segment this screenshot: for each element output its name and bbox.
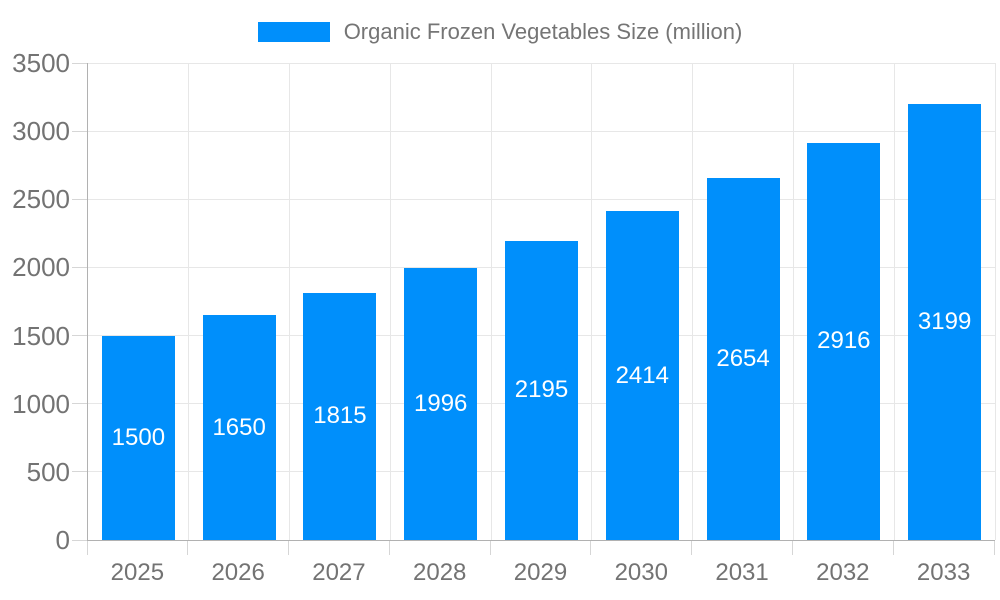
y-axis-label: 0 — [55, 525, 70, 555]
x-axis-tick — [388, 541, 390, 555]
y-axis-label: 2500 — [12, 184, 70, 215]
bar — [505, 240, 578, 540]
x-gridline — [188, 63, 190, 540]
bar-value-label: 1500 — [111, 423, 166, 451]
y-axis-label: 1500 — [12, 320, 70, 351]
x-axis-tick — [691, 541, 693, 555]
x-gridline — [692, 63, 694, 540]
y-axis-tick — [72, 403, 87, 405]
y-axis-label: 500 — [26, 456, 70, 487]
plot-area: 1500 1650 1815 1996 2195 2414 2654 2916 3199 — [87, 62, 996, 541]
x-gridline — [994, 63, 996, 540]
x-gridline — [591, 63, 593, 540]
bar-value-label: 2916 — [817, 327, 871, 355]
y-gridline — [88, 130, 995, 132]
x-axis-label: 2033 — [916, 559, 971, 586]
bar — [807, 142, 881, 540]
x-axis-tick — [187, 541, 189, 555]
x-axis-tick — [489, 541, 491, 555]
bar — [404, 267, 478, 540]
bar — [908, 104, 982, 540]
bar-value-label: 1996 — [414, 389, 468, 417]
chart-legend[interactable]: Organic Frozen Vegetables Size (million) — [0, 18, 1000, 46]
x-axis-label: 2025 — [110, 559, 165, 586]
bar — [605, 211, 679, 540]
y-axis-label: 1000 — [12, 388, 70, 419]
bar-value-label: 1650 — [212, 413, 266, 441]
y-axis-tick — [72, 130, 87, 132]
bar-value-label: 2414 — [615, 361, 669, 389]
y-axis-tick — [72, 62, 87, 64]
x-axis-tick — [288, 541, 290, 555]
x-axis-label: 2031 — [715, 559, 769, 586]
bar-value-label: 2195 — [514, 376, 569, 404]
x-axis-label: 2027 — [312, 559, 366, 586]
y-gridline — [88, 198, 995, 200]
x-axis-tick — [892, 541, 894, 555]
bar — [706, 178, 780, 540]
bar-value-label: 1815 — [313, 402, 367, 430]
bar — [303, 292, 377, 540]
bar — [101, 335, 175, 540]
y-axis-tick — [72, 471, 87, 473]
x-gridline — [893, 63, 895, 540]
x-axis-tick — [993, 541, 995, 555]
x-axis-label: 2028 — [413, 559, 467, 586]
legend-label: Organic Frozen Vegetables Size (million) — [343, 19, 743, 44]
y-axis-tick — [72, 266, 87, 268]
x-axis-label: 2029 — [513, 559, 568, 586]
y-axis-tick — [72, 198, 87, 200]
bar — [202, 315, 276, 540]
x-gridline — [490, 63, 492, 540]
x-axis-label: 2030 — [614, 559, 668, 586]
x-axis-tick — [86, 541, 88, 555]
y-axis-label: 3000 — [12, 116, 70, 147]
y-axis-tick — [72, 335, 87, 337]
legend-swatch-icon — [257, 22, 330, 42]
x-gridline — [792, 63, 794, 540]
bar-value-label: 3199 — [917, 308, 972, 335]
x-gridline — [389, 63, 391, 540]
x-gridline — [289, 63, 291, 540]
y-axis-label: 3500 — [12, 48, 70, 78]
x-axis-tick — [791, 541, 793, 555]
y-gridline — [88, 62, 995, 64]
y-axis-tick — [72, 539, 87, 541]
x-axis-tick — [590, 541, 592, 555]
y-axis-label: 2000 — [12, 252, 70, 283]
x-axis-label: 2032 — [816, 559, 870, 586]
bar-value-label: 2654 — [716, 345, 770, 373]
x-axis-label: 2026 — [211, 559, 265, 586]
